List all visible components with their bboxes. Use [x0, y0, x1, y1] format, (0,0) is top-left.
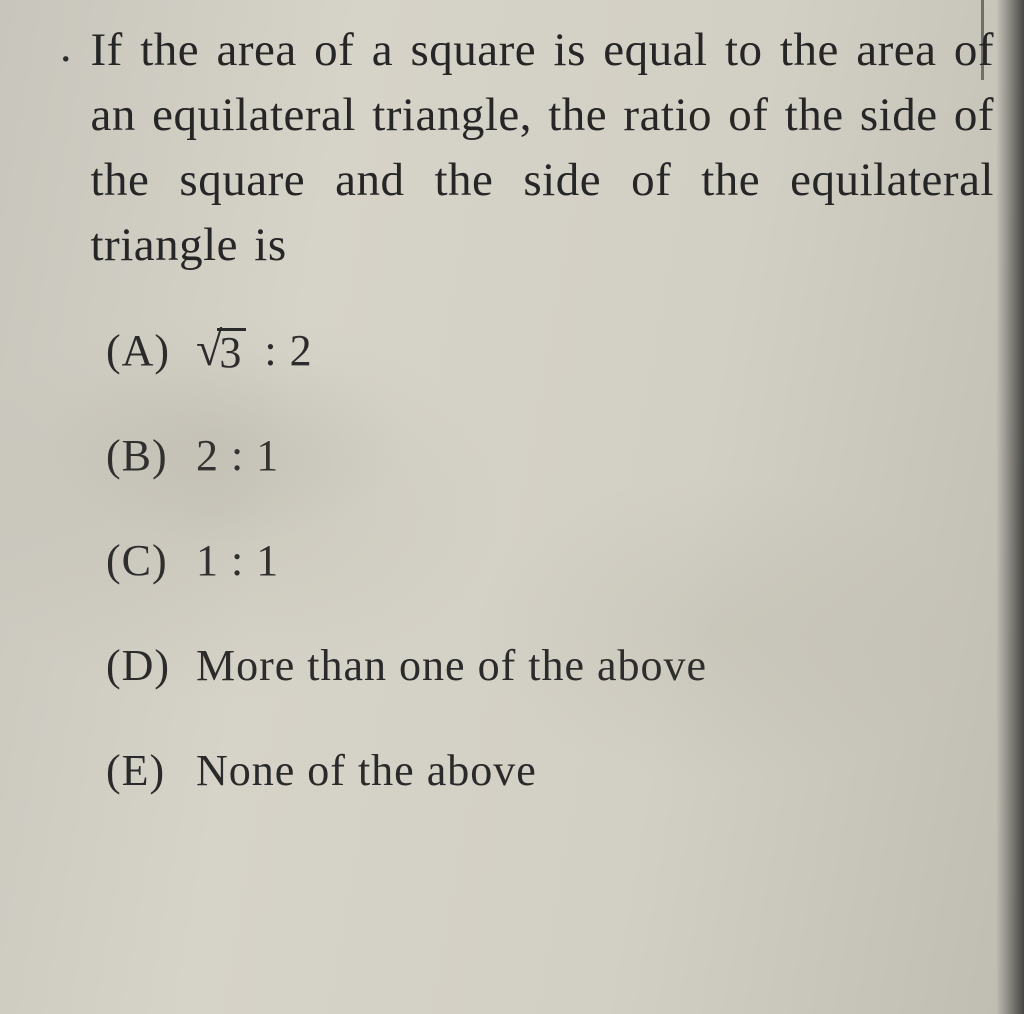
option-c-content: 1 : 1 [196, 535, 279, 586]
option-a-radicand: 3 [217, 328, 246, 375]
option-a-suffix: : 2 [252, 326, 312, 375]
question-text: If the area of a square is equal to the … [91, 18, 995, 277]
option-b-content: 2 : 1 [196, 430, 279, 481]
option-b-label: (B) [106, 430, 196, 481]
option-b[interactable]: (B) 2 : 1 [106, 430, 994, 481]
page-right-shadow [996, 0, 1024, 1014]
question-row: . If the area of a square is equal to th… [60, 18, 994, 277]
sqrt-icon: √ 3 [196, 326, 246, 375]
option-a-content: √ 3 : 2 [196, 325, 313, 376]
option-d-label: (D) [106, 640, 196, 691]
option-e-content: None of the above [196, 745, 537, 796]
option-d-content: More than one of the above [196, 640, 707, 691]
option-a[interactable]: (A) √ 3 : 2 [106, 325, 994, 376]
option-a-label: (A) [106, 325, 196, 376]
page: . If the area of a square is equal to th… [0, 0, 1024, 880]
option-c[interactable]: (C) 1 : 1 [106, 535, 994, 586]
page-crease-line [981, 0, 984, 80]
option-e[interactable]: (E) None of the above [106, 745, 994, 796]
question-marker: . [60, 18, 73, 73]
options-list: (A) √ 3 : 2 (B) 2 : 1 (C) 1 : 1 (D) More… [60, 325, 994, 796]
option-d[interactable]: (D) More than one of the above [106, 640, 994, 691]
option-c-label: (C) [106, 535, 196, 586]
option-e-label: (E) [106, 745, 196, 796]
